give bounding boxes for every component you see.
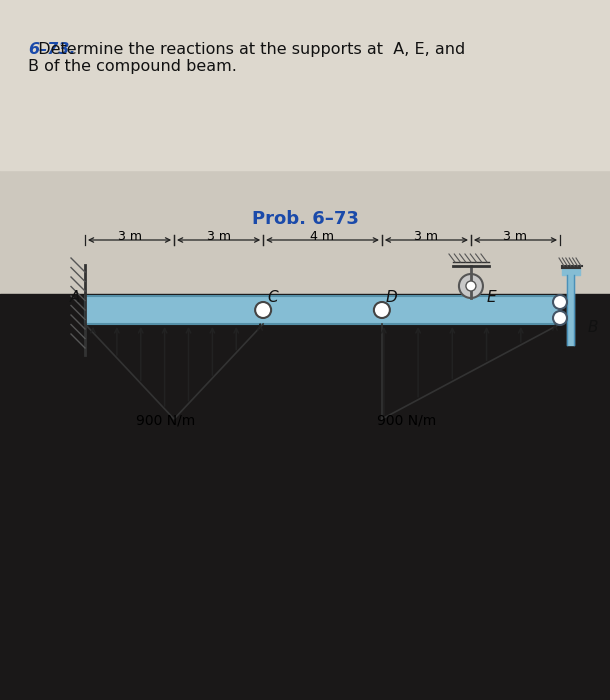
Text: B: B — [588, 320, 598, 335]
Text: 3 m: 3 m — [503, 230, 528, 243]
Text: A: A — [70, 290, 80, 305]
Text: 6–73.: 6–73. — [28, 42, 76, 57]
Circle shape — [374, 302, 390, 318]
Text: 3 m: 3 m — [118, 230, 142, 243]
Text: D: D — [386, 290, 398, 305]
Text: C: C — [267, 290, 278, 305]
Circle shape — [553, 311, 567, 325]
Circle shape — [466, 281, 476, 291]
Text: 900 N/m: 900 N/m — [137, 413, 196, 427]
Text: 3 m: 3 m — [207, 230, 231, 243]
Text: E: E — [487, 290, 497, 305]
Bar — [85, 296, 560, 324]
Text: 3 m: 3 m — [414, 230, 439, 243]
Circle shape — [553, 295, 567, 309]
Circle shape — [459, 274, 483, 298]
Text: 4 m: 4 m — [310, 230, 334, 243]
Circle shape — [255, 302, 271, 318]
Text: Prob. 6–73: Prob. 6–73 — [251, 210, 359, 228]
Text: Determine the reactions at the supports at  A, E, and
B of the compound beam.: Determine the reactions at the supports … — [28, 42, 465, 74]
Text: 900 N/m: 900 N/m — [377, 413, 437, 427]
